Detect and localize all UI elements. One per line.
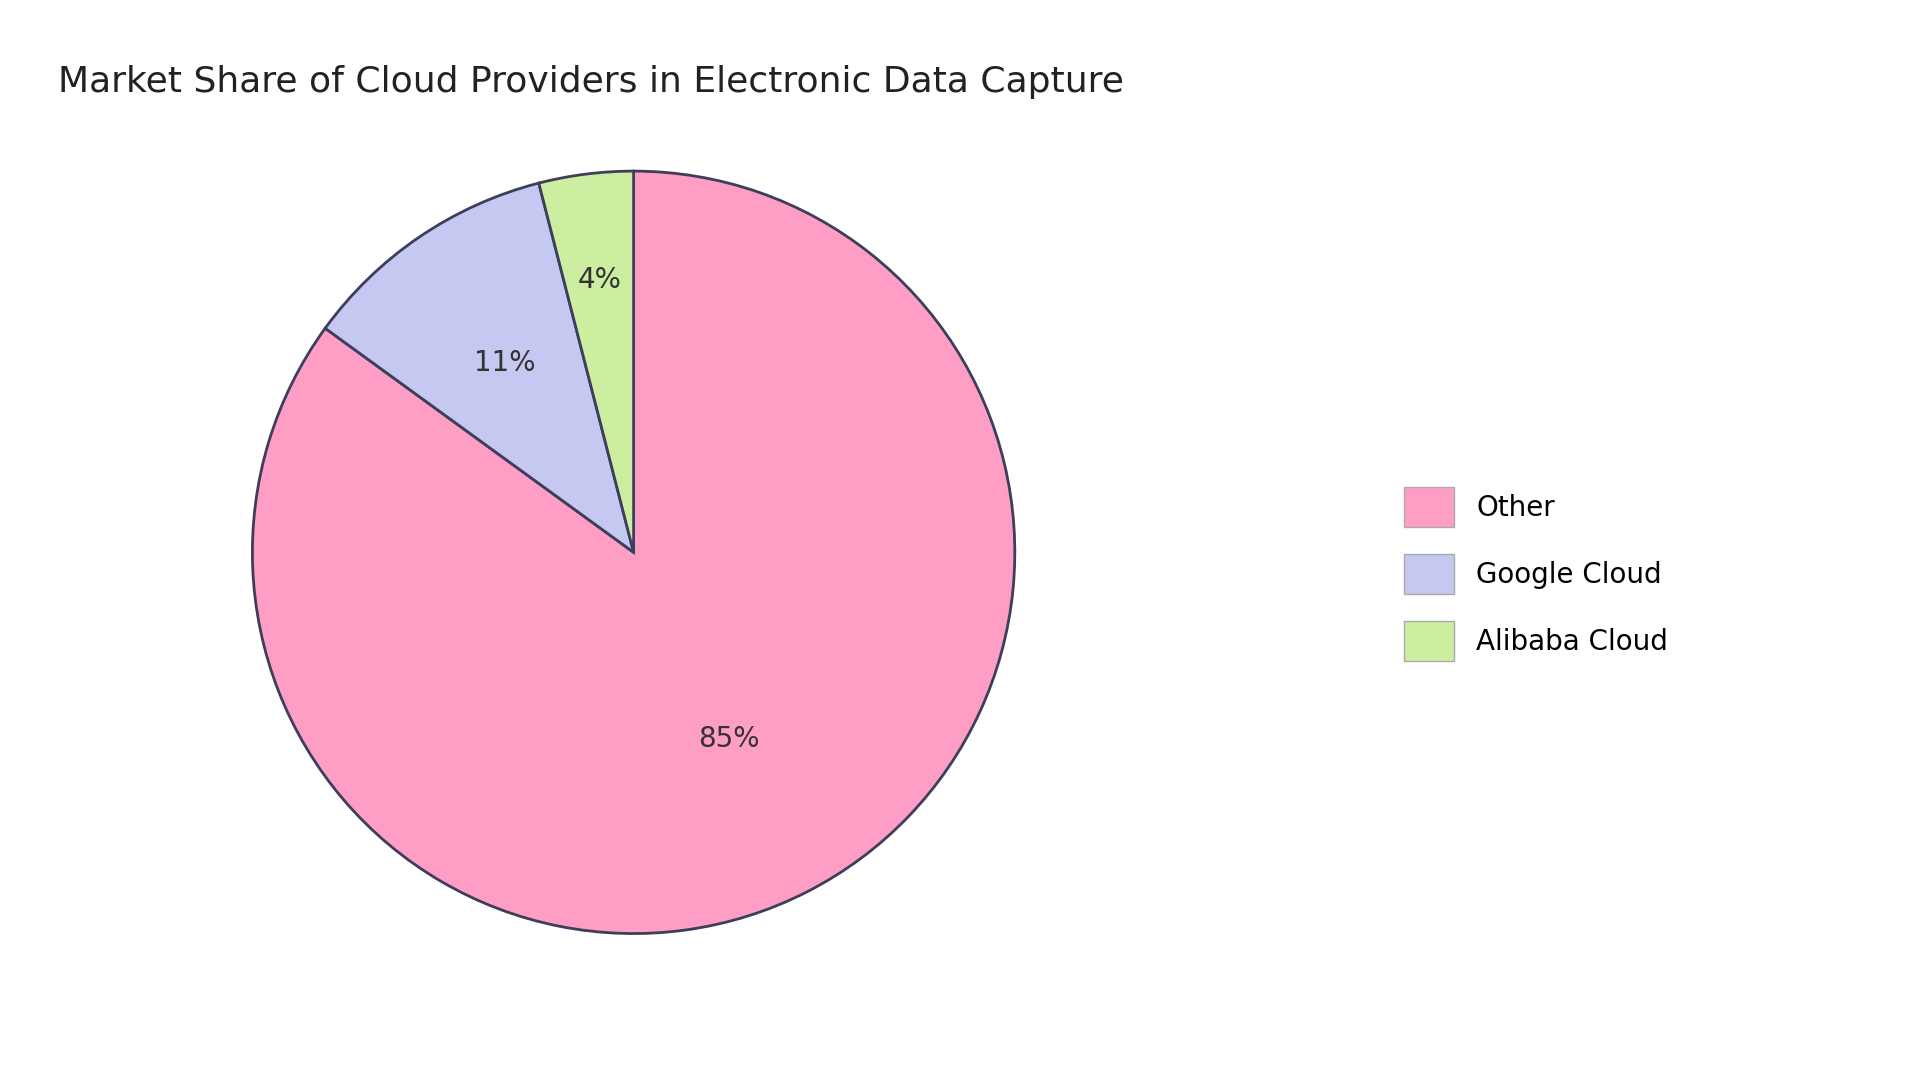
Wedge shape [252, 171, 1016, 934]
Text: 11%: 11% [474, 349, 536, 377]
Text: 85%: 85% [699, 726, 760, 753]
Wedge shape [540, 171, 634, 552]
Text: Market Share of Cloud Providers in Electronic Data Capture: Market Share of Cloud Providers in Elect… [58, 65, 1123, 99]
Legend: Other, Google Cloud, Alibaba Cloud: Other, Google Cloud, Alibaba Cloud [1390, 473, 1682, 675]
Text: 4%: 4% [578, 266, 622, 293]
Wedge shape [324, 183, 634, 552]
